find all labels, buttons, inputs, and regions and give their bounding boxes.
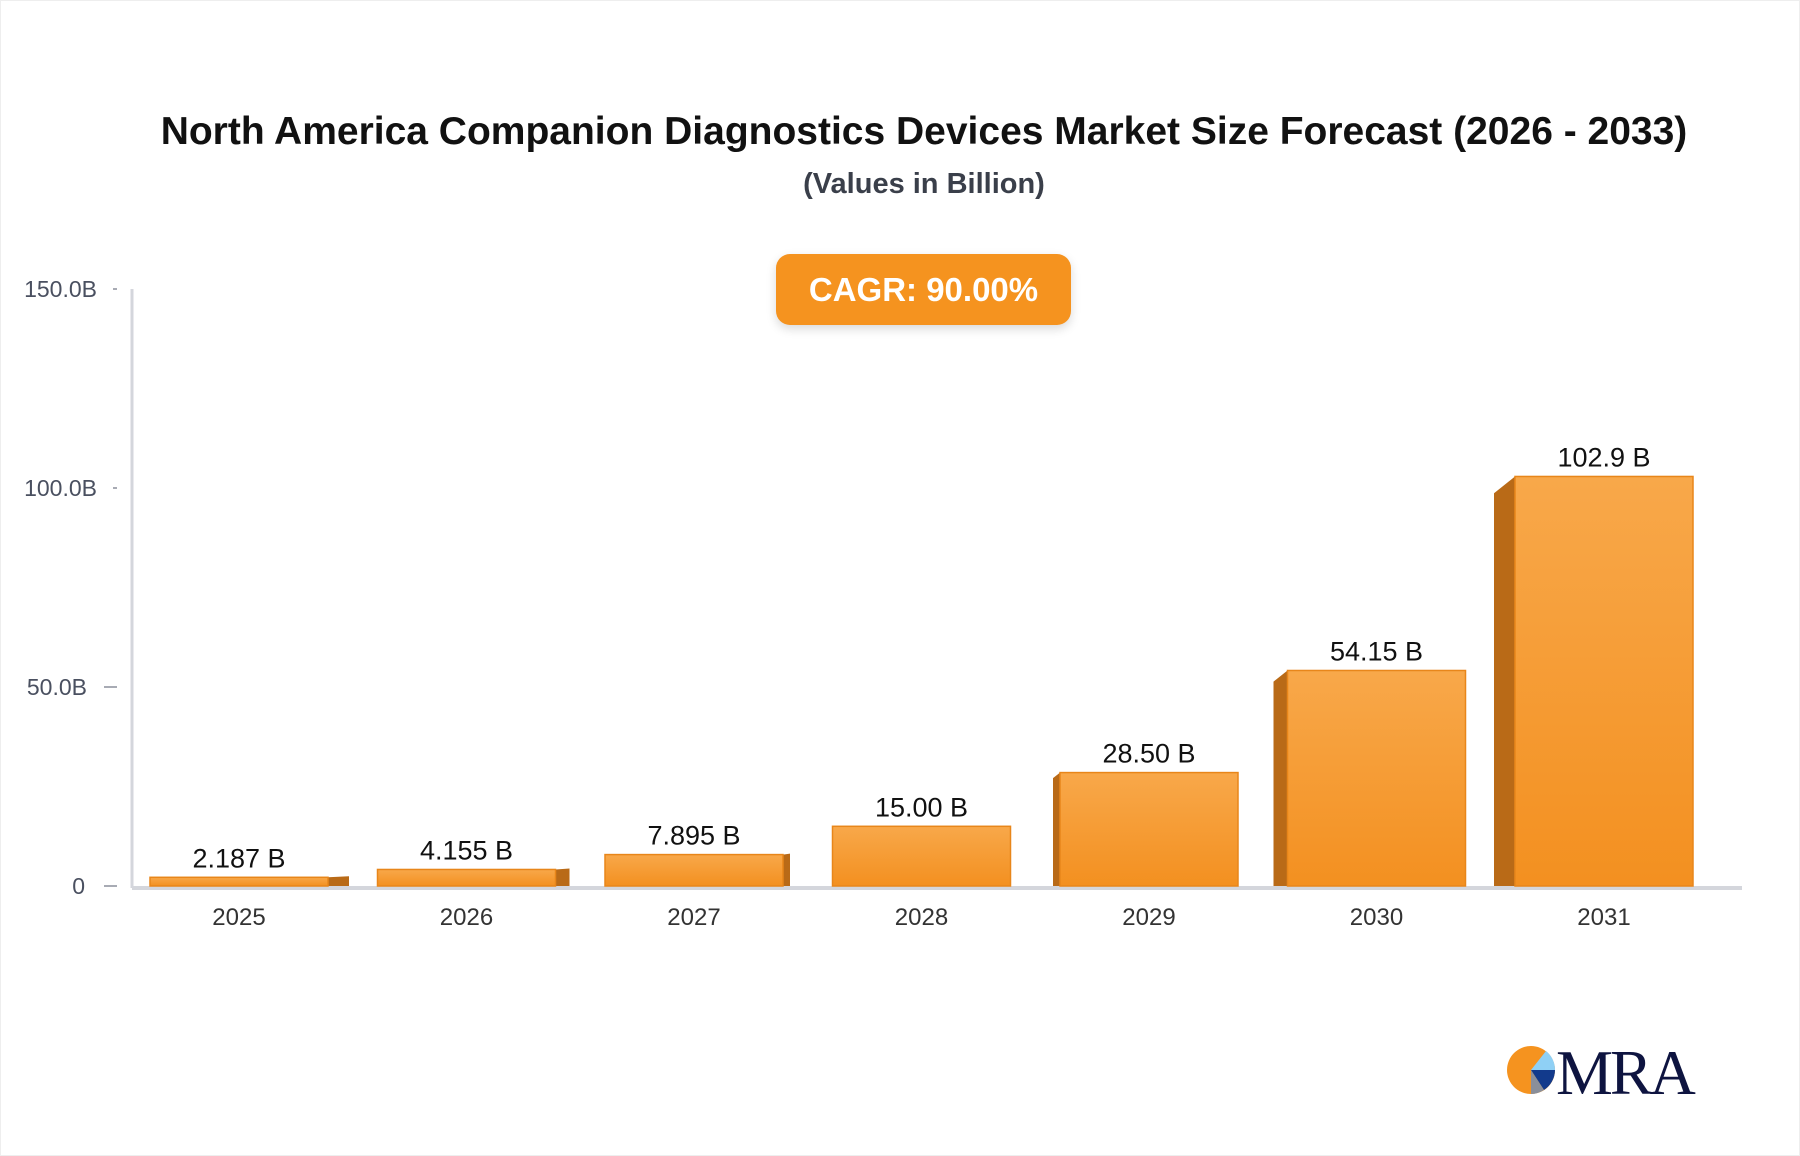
x-tick-label: 2030 — [1350, 904, 1403, 931]
bar-side-face — [555, 868, 570, 886]
bar-2029 — [1059, 771, 1239, 887]
y-tick-label: 100.0B — [24, 475, 97, 501]
bar-2026 — [376, 868, 557, 887]
bar-2025 — [149, 876, 329, 887]
data-label: 28.50 B — [1102, 739, 1195, 769]
x-tick-label: 2029 — [1122, 904, 1175, 931]
bar-side-face — [1494, 476, 1515, 886]
y-tick-label: 150.0B — [24, 276, 97, 302]
x-tick-label: 2026 — [440, 904, 493, 931]
x-tick-label: 2025 — [212, 904, 265, 931]
data-label: 15.00 B — [875, 792, 968, 822]
y-tick-label: 0 — [72, 873, 85, 899]
bar-2031 — [1514, 475, 1694, 887]
chart-title: North America Companion Diagnostics Devi… — [160, 110, 1688, 153]
chart-subtitle: (Values in Billion) — [803, 168, 1045, 200]
bar-side-face — [328, 876, 349, 886]
logo-text: MRA — [1556, 1037, 1696, 1108]
bar-2028 — [831, 825, 1012, 887]
y-tick-label: 50.0B — [27, 674, 87, 700]
bar-2030 — [1286, 669, 1467, 887]
cagr-badge: CAGR: 90.00% — [776, 254, 1071, 325]
bar-side-face — [1053, 772, 1060, 886]
data-label: 54.15 B — [1330, 636, 1423, 666]
data-label: 4.155 B — [420, 835, 513, 865]
data-label: 102.9 B — [1557, 442, 1650, 472]
pie-logo-icon — [1507, 1046, 1556, 1094]
x-tick-label: 2028 — [895, 904, 948, 931]
bar-2027 — [604, 853, 784, 887]
x-tick-label: 2031 — [1577, 904, 1630, 931]
data-label: 7.895 B — [647, 821, 740, 851]
data-label: 2.187 B — [192, 843, 285, 873]
bar-side-face — [1273, 670, 1288, 886]
x-tick-label: 2027 — [667, 904, 720, 931]
bar-side-face — [783, 853, 790, 886]
mra-logo: MRA — [1506, 1037, 1696, 1108]
